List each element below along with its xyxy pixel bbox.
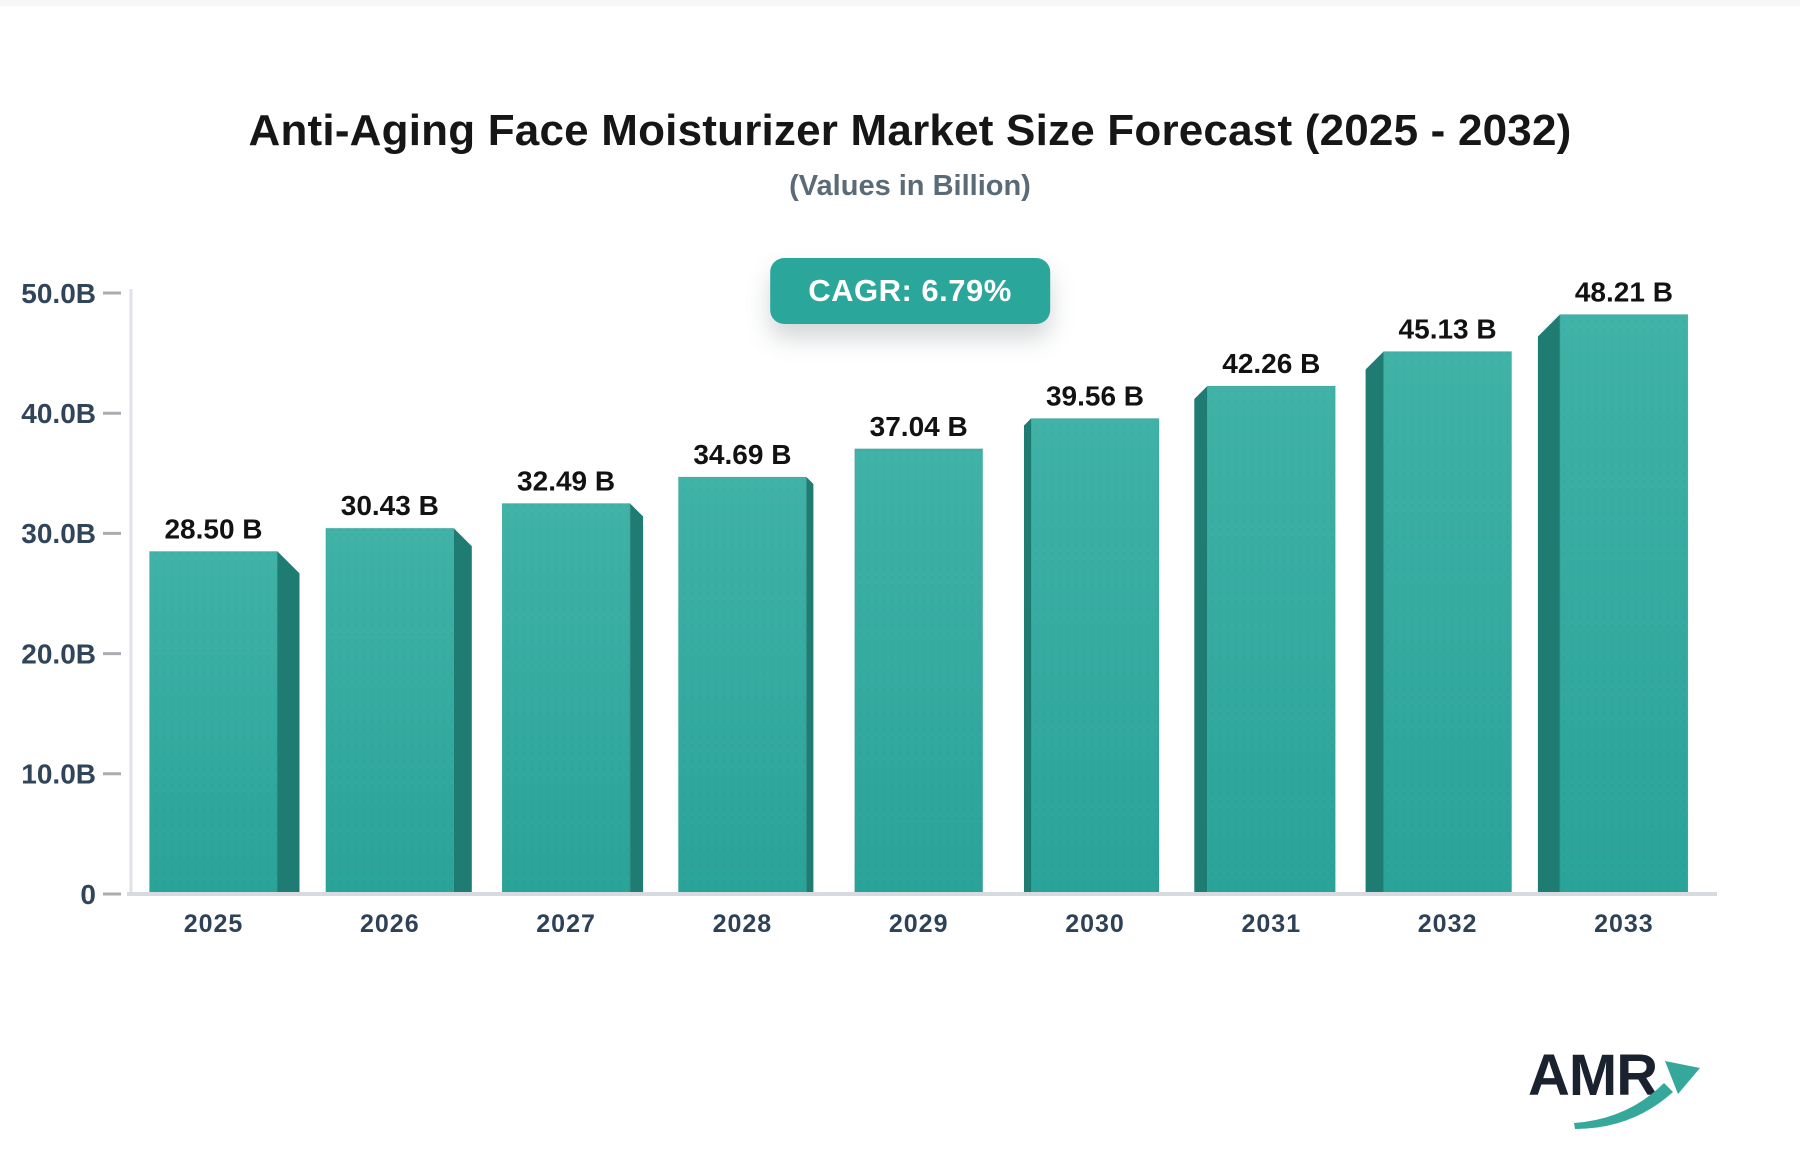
bar-side-face [453,528,472,894]
bar-side-face [1537,314,1560,894]
bar-value-label: 30.43 B [341,490,439,521]
market-forecast-bar-chart: 0 10.0B 20.0B 30.0B 40.0B 50.0B 28.50 B 2025 30.… [21,277,1717,938]
bar-2029: 37.04 B 2029 [854,411,984,938]
bar-side-face [806,477,814,894]
x-axis-label: 2033 [1594,910,1654,938]
y-axis-tick-label: 50.0B [21,278,96,309]
bar-2033: 48.21 B 2033 [1537,277,1689,938]
y-axis-tick-label: 40.0B [21,398,96,429]
page-top-edge [0,0,1800,6]
bar-2026: 30.43 B 2026 [325,490,472,938]
bar-value-label: 39.56 B [1046,380,1144,411]
x-axis-label: 2029 [889,910,949,938]
bar-2032: 45.13 B 2032 [1365,314,1513,938]
bar-2025: 28.50 B 2025 [149,513,300,938]
y-axis-tick-label: 30.0B [21,518,96,549]
bar-texture [325,528,454,894]
bar-texture [1559,314,1688,894]
bar-value-label: 45.13 B [1399,314,1497,345]
bar-side-face [1365,351,1384,894]
y-axis-tick-label: 0 [80,879,96,910]
chart-card: Anti-Aging Face Moisturizer Market Size … [0,6,1800,1152]
bar-value-label: 42.26 B [1222,348,1320,379]
bar-texture [1383,351,1512,894]
y-axis-tick-label: 20.0B [21,638,96,669]
y-axis-tick-label: 10.0B [21,759,96,790]
chart-title: Anti-Aging Face Moisturizer Market Size … [248,106,1572,155]
bar-side-face [277,551,300,894]
bar-texture [678,477,807,894]
bar-value-label: 48.21 B [1575,277,1673,308]
bar-2031: 42.26 B 2031 [1194,348,1336,938]
bar-texture [854,448,983,894]
cagr-badge: CAGR: 6.79% [770,258,1050,324]
bar-value-label: 34.69 B [693,439,791,470]
bar-side-face [1024,418,1031,894]
x-axis-label: 2027 [536,910,596,938]
x-axis-label: 2025 [184,910,244,938]
bar-2028: 34.69 B 2028 [677,439,814,938]
x-axis-label: 2028 [713,910,773,938]
bar-texture [502,503,631,894]
bar-texture [149,551,278,894]
x-axis-label: 2030 [1065,910,1125,938]
bar-value-label: 37.04 B [870,411,968,442]
growth-arrow-icon [1574,1061,1700,1129]
x-axis-label: 2032 [1418,910,1478,938]
bar-value-label: 32.49 B [517,465,615,496]
chart-subtitle: (Values in Billion) [789,170,1031,202]
amr-logo-text: AMR [1528,1043,1658,1108]
x-axis-label: 2026 [360,910,420,938]
bar-side-face [1194,386,1208,894]
bar-side-face [630,503,644,894]
amr-logo: AMR [1528,1042,1748,1138]
bar-value-label: 28.50 B [164,513,262,544]
bar-2030: 39.56 B 2030 [1024,380,1160,938]
bar-texture [1207,386,1336,894]
bar-texture [1031,418,1159,894]
bar-2027: 32.49 B 2027 [501,465,644,938]
x-axis-label: 2031 [1241,910,1301,938]
